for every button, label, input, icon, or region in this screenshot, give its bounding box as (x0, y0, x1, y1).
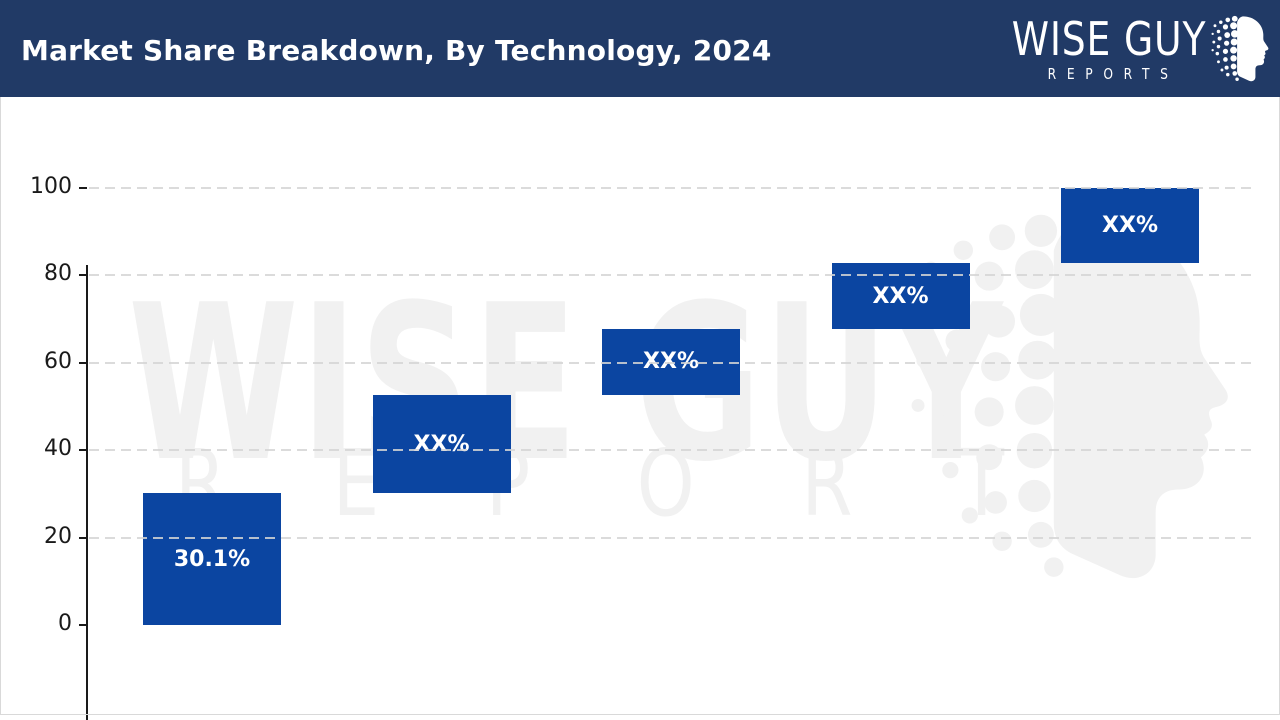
page-title: Market Share Breakdown, By Technology, 2… (21, 34, 772, 67)
bar-biomass-energy-system: XX% (1061, 187, 1199, 264)
wiseguy-logo: WISE GUY REPORTS (969, 5, 1272, 93)
y-tick-label-0: 0 (58, 611, 72, 636)
bar-value-label: XX% (413, 431, 470, 457)
y-tick-mark-40 (79, 449, 87, 451)
y-tick-mark-20 (79, 536, 87, 539)
bar-value-label: 30.1% (173, 546, 251, 572)
y-axis-line (86, 265, 88, 720)
bar-solar-energy-system: 30.1% (143, 493, 281, 625)
bar-wind-energy-system: XX% (372, 394, 511, 494)
gridline-80 (89, 274, 1255, 276)
wiseguy-logo-text: WISE GUY REPORTS (1011, 16, 1206, 83)
y-tick-mark-0 (79, 624, 87, 626)
logo-reports-label: REPORTS (1047, 64, 1179, 83)
y-tick-label-100: 100 (30, 173, 72, 199)
y-tick-label-80: 80 (44, 261, 72, 286)
bar-value-label: XX% (1102, 212, 1158, 238)
y-tick-mark-100 (79, 186, 87, 189)
y-tick-label-40: 40 (44, 436, 72, 461)
gridline-60 (89, 361, 1255, 364)
bar-value-label: XX% (872, 283, 929, 309)
gridline-20 (89, 536, 1255, 539)
header-bar: Market Share Breakdown, By Technology, 2… (0, 0, 1280, 97)
gridline-100 (89, 186, 1255, 189)
logo-face-icon (1211, 15, 1269, 82)
gridline-40 (89, 449, 1255, 451)
y-tick-mark-60 (79, 361, 87, 364)
y-tick-label-20: 20 (44, 523, 72, 549)
y-tick-mark-80 (79, 274, 87, 276)
logo-wiseguy-label: WISE GUY (1011, 11, 1206, 66)
y-tick-label-60: 60 (44, 348, 72, 374)
